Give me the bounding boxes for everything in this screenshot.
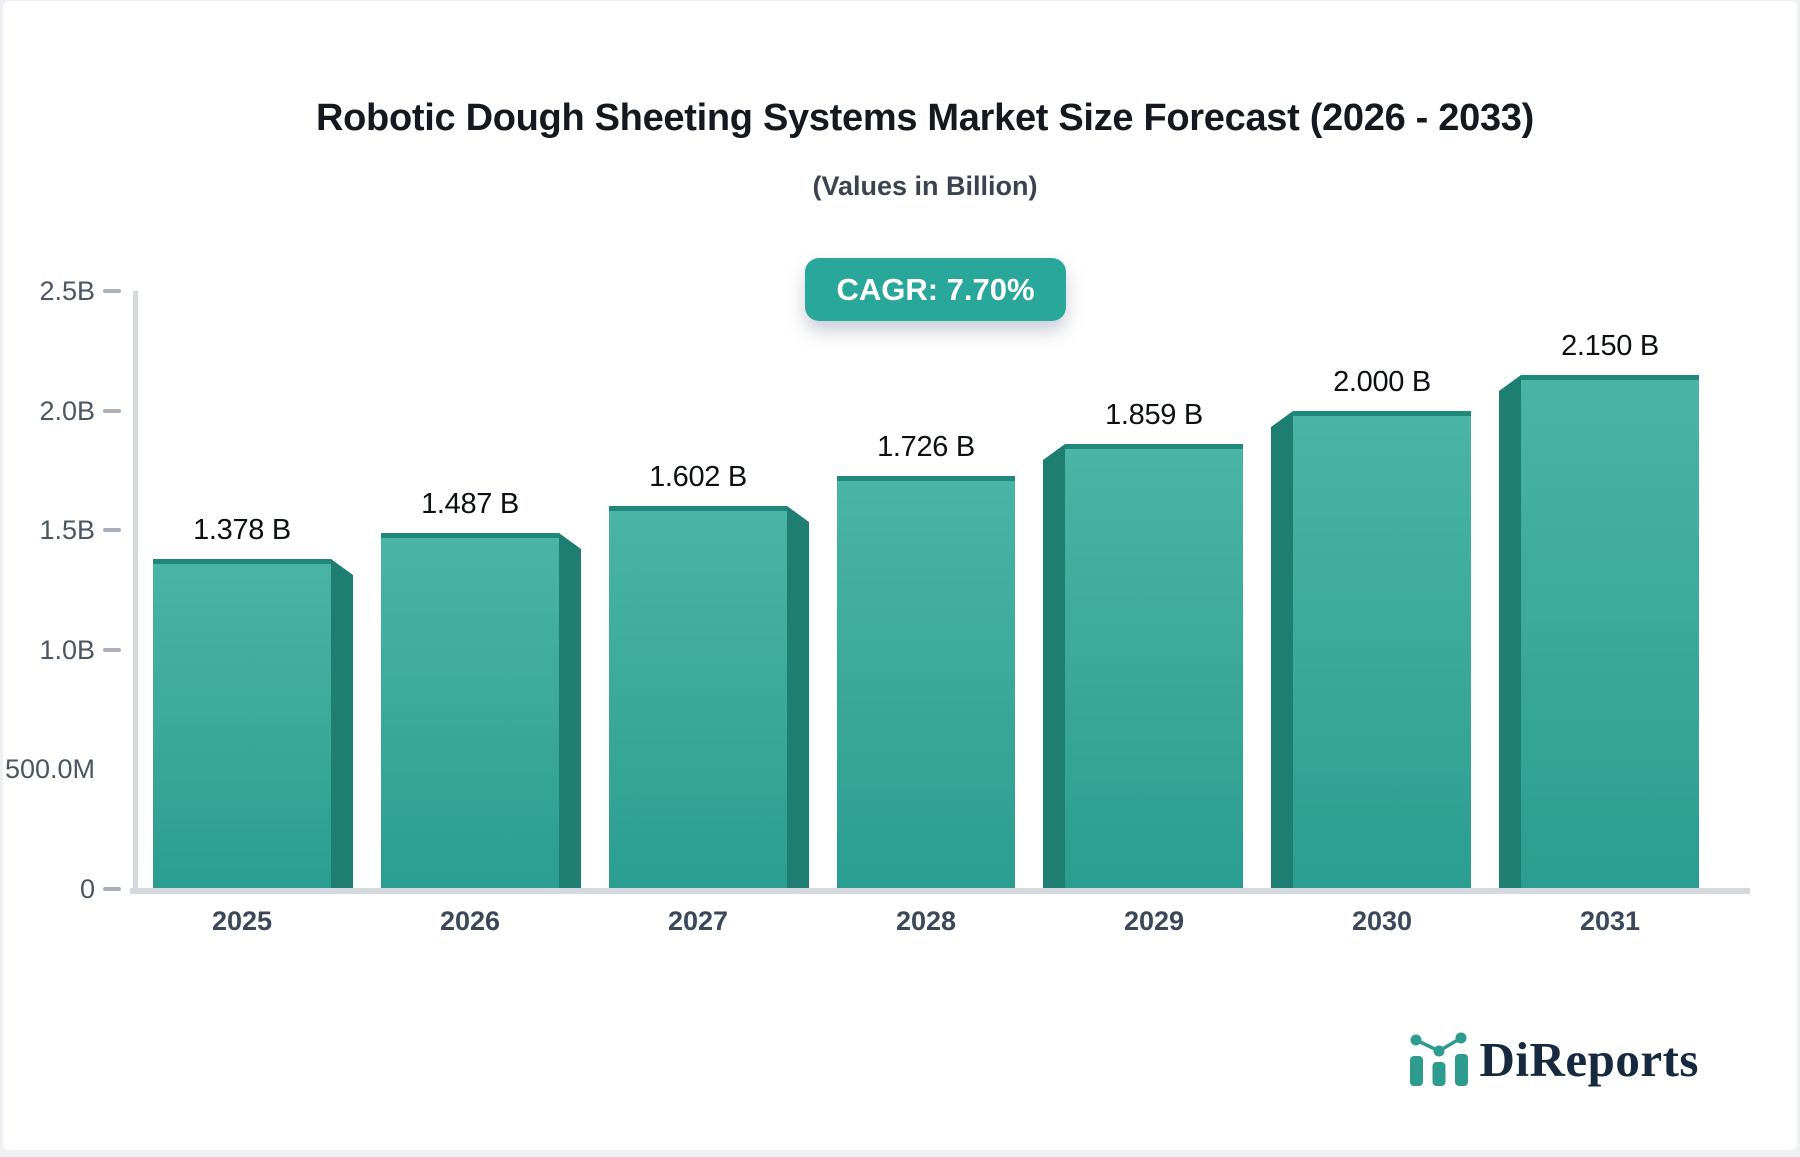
x-axis-label: 2025 [211,906,273,936]
bar-side-face [1043,444,1065,888]
y-tick-dash [103,647,121,652]
bar-2028 [837,476,1015,888]
bar-side-face [787,506,809,888]
bar-2027 [609,506,787,888]
bar-side-face [559,533,581,888]
cagr-badge: CAGR: 7.70% [805,258,1066,321]
bar-value-label: 1.726 B [877,431,975,463]
x-axis-line [130,888,1750,894]
bar-chart-plot-area: 0 500.0M 1.0B 1.5B 2.0B 2.5B 1.378 B 2025 1.487 … [3,1,1800,1157]
x-axis-label: 2028 [895,906,957,936]
bar-2029 [1065,444,1243,888]
bar-value-label: 1.487 B [421,488,519,520]
chart-card: Robotic Dough Sheeting Systems Market Si… [3,1,1797,1150]
y-tick-label: 0 [79,874,95,904]
bar-2031 [1521,375,1699,888]
x-axis-label: 2026 [439,906,501,936]
page-title: Robotic Dough Sheeting Systems Market Si… [316,97,1534,139]
y-tick-dash [103,289,121,293]
y-tick-dash [103,528,121,533]
x-axis-label: 2030 [1351,906,1413,936]
page-subtitle: (Values in Billion) [812,171,1038,201]
bar-2026 [381,533,559,888]
y-axis-line [133,291,138,894]
bar-side-face [1271,411,1293,888]
bar-value-label: 1.602 B [649,461,747,493]
x-axis-label: 2031 [1579,906,1641,936]
y-tick-dash [103,887,121,891]
y-tick-label: 500.0M [4,754,95,785]
logo: DiReports [1408,1027,1699,1091]
bar-side-face [331,559,353,888]
y-tick-label: 2.5B [39,276,95,306]
logo-text: DiReports [1479,1031,1699,1087]
y-tick-label: 1.0B [39,634,95,665]
bar-value-label: 1.378 B [193,514,291,546]
y-tick-label: 1.5B [39,515,95,546]
x-axis-label: 2027 [667,906,729,936]
bar-value-label: 2.150 B [1561,330,1659,362]
bar-side-face [1499,375,1521,888]
mini-bar-chart-icon [1408,1030,1472,1088]
x-axis-label: 2029 [1123,906,1185,936]
y-tick-dash [103,408,121,413]
y-tick-label: 2.0B [39,395,95,426]
bar-2025 [153,559,331,888]
bar-value-label: 1.859 B [1105,399,1203,431]
bar-2030 [1293,411,1471,888]
bar-value-label: 2.000 B [1333,366,1431,398]
